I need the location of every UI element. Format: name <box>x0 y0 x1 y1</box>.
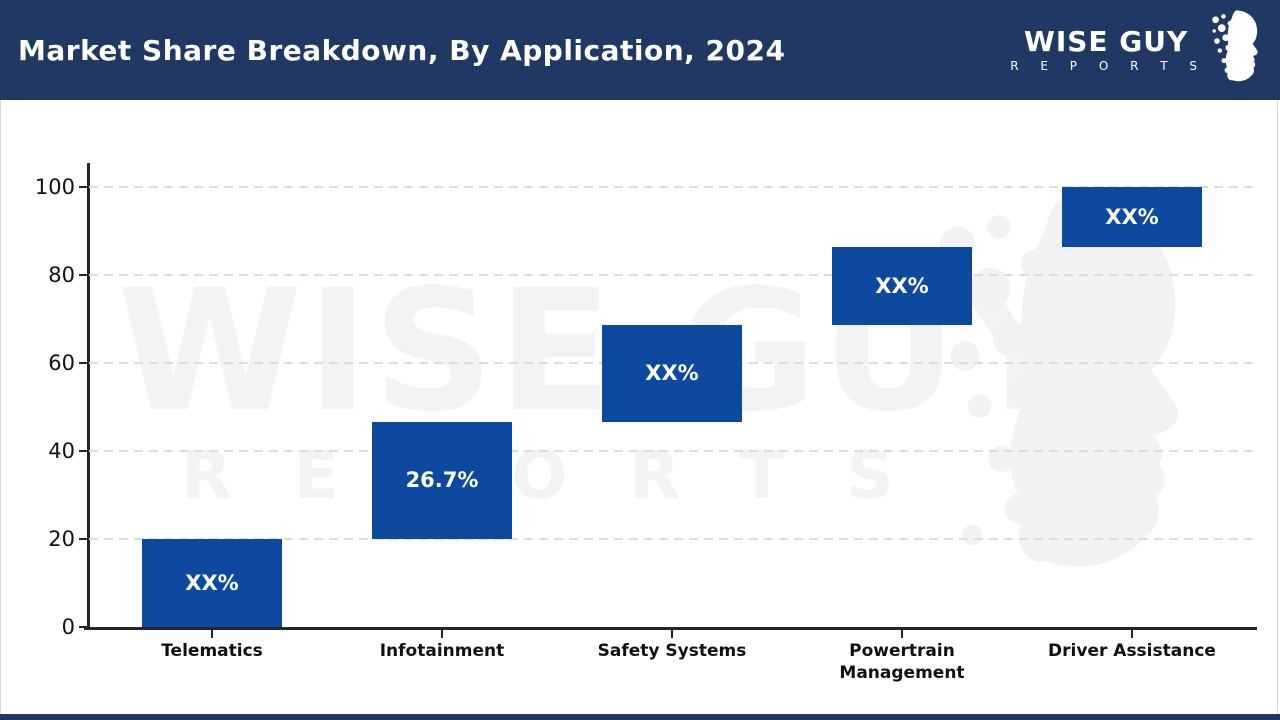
y-tick-mark <box>79 186 88 188</box>
bar-value-label: XX% <box>875 274 929 299</box>
watermark-subtext: REPORTS <box>181 437 956 514</box>
category-label: Infotainment <box>379 641 505 661</box>
gridline <box>89 186 1253 188</box>
page-title: Market Share Breakdown, By Application, … <box>18 33 786 67</box>
bar-value-label: XX% <box>645 361 699 386</box>
category-label: Driver Assistance <box>1048 641 1216 661</box>
x-tick-mark <box>671 630 673 638</box>
category-label: Safety Systems <box>597 641 747 661</box>
x-tick-mark <box>901 630 903 638</box>
x-tick-mark <box>441 630 443 638</box>
y-tick-mark <box>79 538 88 540</box>
y-tick-label: 0 <box>61 615 75 639</box>
plot-area: WISE GUY REPORTS XX% 26.7% XX% XX% XX% <box>89 165 1253 627</box>
y-tick-mark <box>79 362 88 364</box>
y-tick-label: 60 <box>48 351 75 375</box>
y-tick-label: 100 <box>34 175 75 199</box>
footer-bar <box>0 714 1280 720</box>
bar-value-label: XX% <box>1105 204 1159 229</box>
category-label: Telematics <box>161 641 263 661</box>
x-axis-line <box>84 627 1257 630</box>
x-tick-mark <box>1131 630 1133 638</box>
y-tick-mark <box>79 450 88 452</box>
gridline <box>89 450 1253 452</box>
wiseguy-logo: WISE GUY R E P O R T S <box>1006 4 1266 96</box>
bar: XX% <box>832 246 972 326</box>
bar: XX% <box>602 325 742 422</box>
bar: XX% <box>142 539 282 627</box>
gridline <box>89 538 1253 540</box>
y-tick-label: 80 <box>48 263 75 287</box>
y-axis-line <box>87 163 90 629</box>
bar-value-label: XX% <box>185 571 239 595</box>
bar: XX% <box>1062 187 1202 247</box>
logo-wordmark: WISE GUY <box>1023 24 1189 58</box>
x-tick-mark <box>211 630 213 638</box>
chart-area: WISE GUY REPORTS XX% 26.7% XX% XX% XX% 0 20 40… <box>0 100 1278 714</box>
y-tick-label: 20 <box>48 527 75 551</box>
logo-text: WISE GUY R E P O R T S <box>1006 24 1206 74</box>
logo-face-icon <box>1212 10 1258 82</box>
header: Market Share Breakdown, By Application, … <box>0 0 1280 100</box>
category-label: Powertrain Management <box>839 641 965 684</box>
y-tick-mark <box>79 274 88 276</box>
y-tick-label: 40 <box>48 439 75 463</box>
gridline <box>89 274 1253 276</box>
bar-value-label: 26.7% <box>405 468 479 493</box>
bar: 26.7% <box>372 421 512 539</box>
y-tick-mark <box>79 626 88 628</box>
logo-subtext: R E P O R T S <box>1010 59 1206 74</box>
